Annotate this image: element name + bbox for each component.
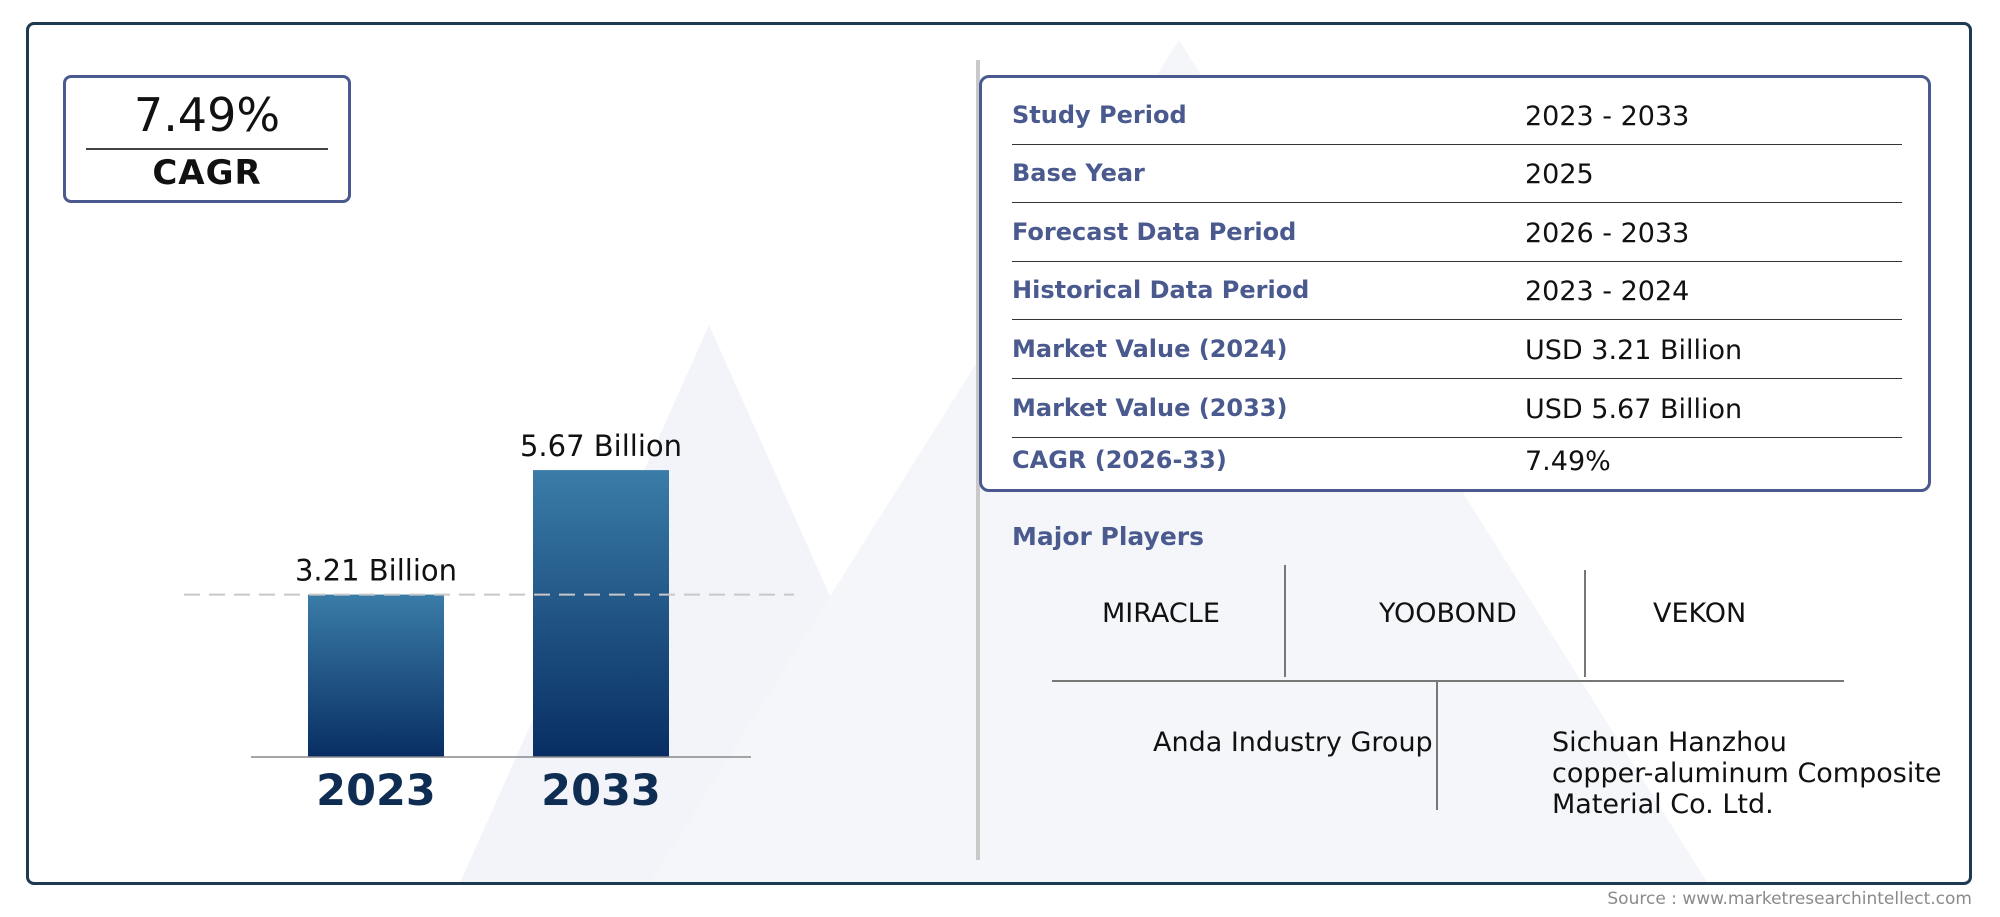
info-row: Market Value (2033) USD 5.67 Billion: [1012, 380, 1902, 438]
info-key: Forecast Data Period: [1012, 218, 1297, 246]
player-sichuan-hanzhou: Sichuan Hanzhou copper-aluminum Composit…: [1552, 727, 1942, 820]
cagr-value: 7.49%: [133, 88, 281, 142]
info-row: Historical Data Period 2023 - 2024: [1012, 262, 1902, 320]
data-label: 5.67 Billion: [520, 429, 682, 463]
market-info-table: Study Period 2023 - 2033 Base Year 2025 Fore…: [979, 75, 1931, 492]
info-row: Market Value (2024) USD 3.21 Billion: [1012, 321, 1902, 379]
data-label: 3.21 Billion: [295, 554, 457, 588]
player-yoobond: YOOBOND: [1379, 598, 1517, 629]
info-row: Forecast Data Period 2026 - 2033: [1012, 204, 1902, 262]
info-value: 2026 - 2033: [1525, 218, 1690, 249]
info-row: CAGR (2026-33) 7.49%: [1012, 432, 1902, 490]
info-value: 7.49%: [1525, 446, 1611, 477]
info-row: Base Year 2025: [1012, 145, 1902, 203]
info-value: 2025: [1525, 159, 1594, 190]
info-value: USD 3.21 Billion: [1525, 335, 1743, 366]
infographic-frame: 7.49% CAGR 3.21 Billion 2023 5.67 Billion 2…: [26, 22, 1972, 885]
players-divider-1: [1284, 565, 1286, 677]
info-key: Historical Data Period: [1012, 276, 1310, 304]
cagr-divider: [86, 148, 328, 150]
info-key: CAGR (2026-33): [1012, 446, 1227, 474]
x-tick-label: 2033: [541, 766, 661, 816]
info-value: USD 5.67 Billion: [1525, 394, 1743, 425]
info-key: Base Year: [1012, 159, 1145, 187]
info-key: Study Period: [1012, 101, 1187, 129]
info-value: 2023 - 2033: [1525, 101, 1690, 132]
bar-chart: 3.21 Billion 2023 5.67 Billion 2033: [184, 429, 794, 816]
players-row-rule: [1052, 680, 1844, 682]
player-vekon: VEKON: [1653, 598, 1747, 629]
cagr-label: CAGR: [152, 153, 262, 193]
x-tick-label: 2023: [316, 766, 436, 816]
player-miracle: MIRACLE: [1102, 598, 1220, 629]
players-divider-2: [1584, 570, 1586, 677]
info-value: 2023 - 2024: [1525, 276, 1690, 307]
source-credit: Source : www.marketresearchintellect.com: [1607, 889, 1972, 909]
cagr-box: 7.49% CAGR: [63, 75, 351, 203]
info-key: Market Value (2024): [1012, 335, 1288, 363]
info-key: Market Value (2033): [1012, 394, 1288, 422]
info-row: Study Period 2023 - 2033: [1012, 87, 1902, 145]
bar-2023: [308, 594, 444, 757]
bar-2033: [533, 470, 669, 757]
players-divider-3: [1436, 682, 1438, 810]
panel-divider: [976, 60, 980, 860]
player-anda-industry-group: Anda Industry Group: [1153, 727, 1433, 758]
major-players-title: Major Players: [1012, 522, 1204, 551]
